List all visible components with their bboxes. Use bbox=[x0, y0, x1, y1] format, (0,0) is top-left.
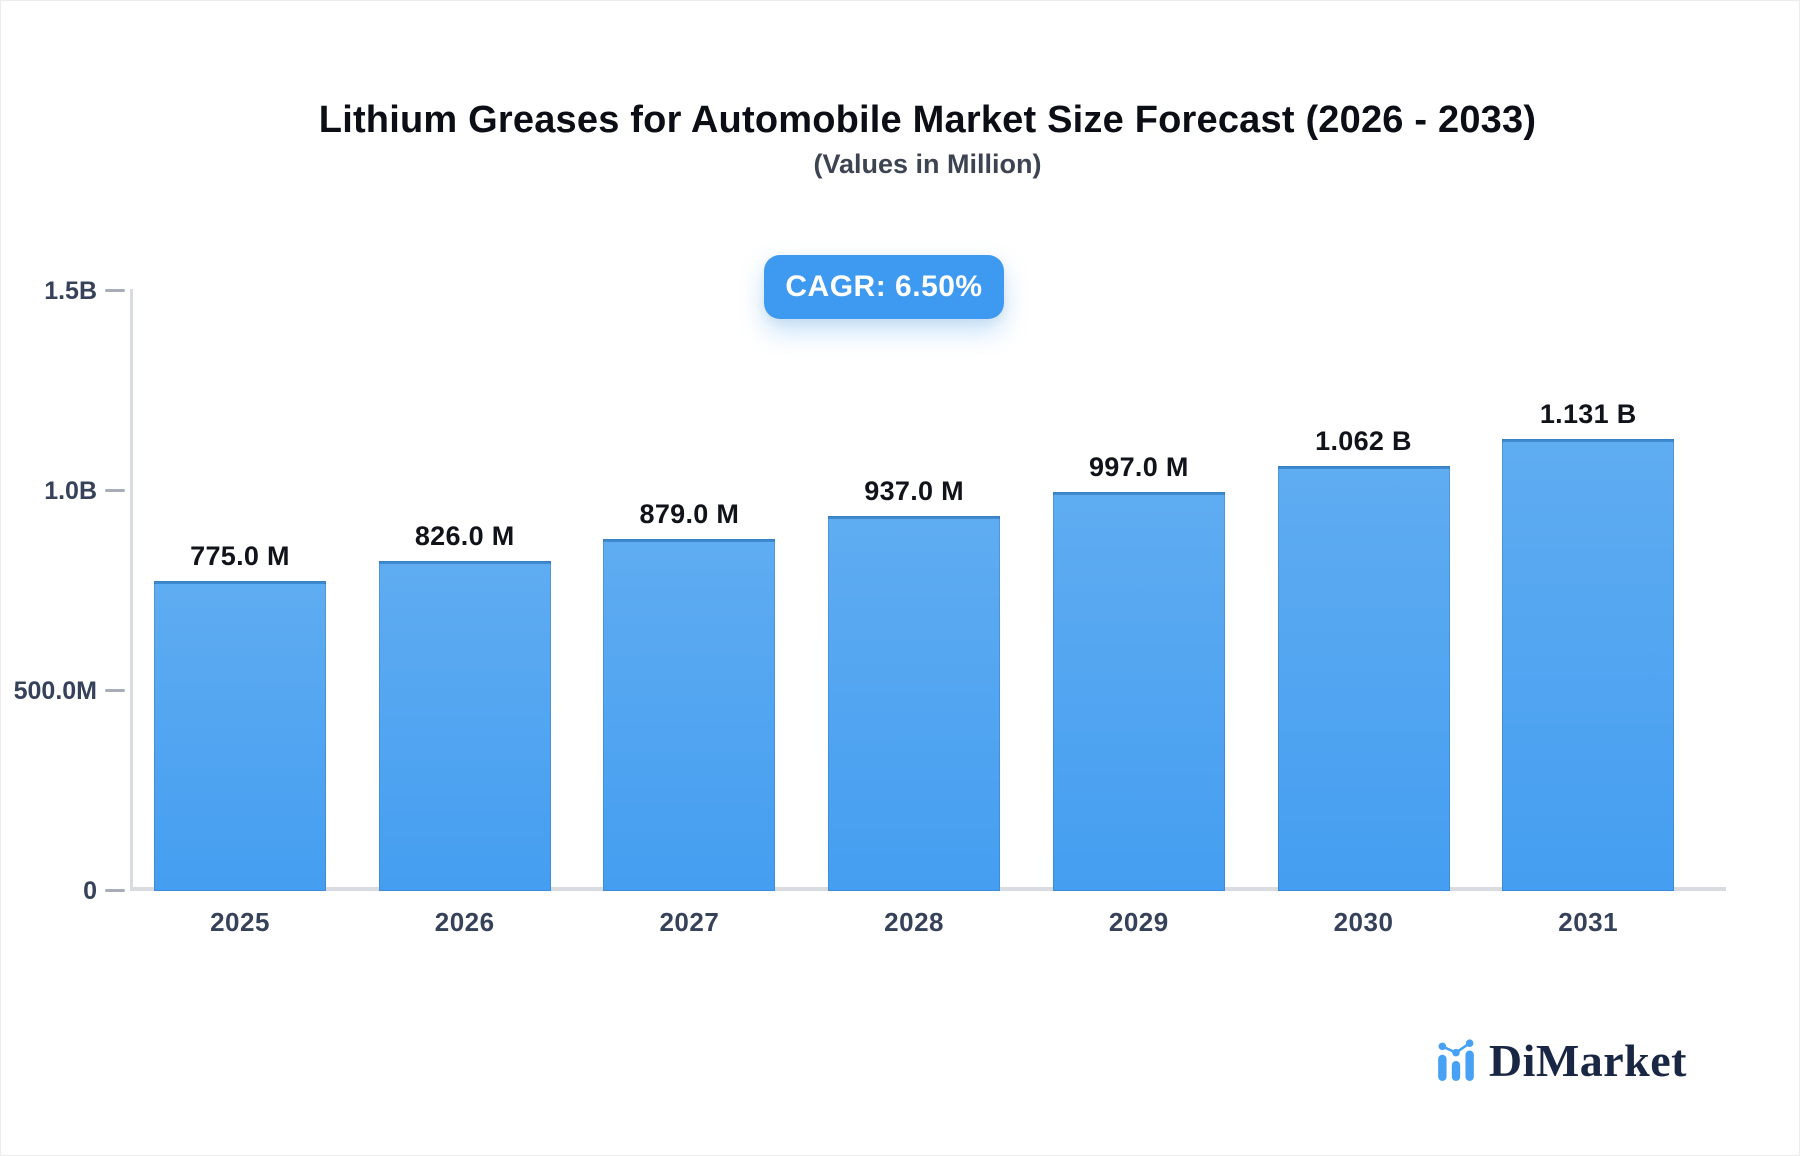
bar-2031[interactable] bbox=[1502, 438, 1675, 891]
bar-value-label: 997.0 M bbox=[1088, 452, 1189, 483]
cagr-badge-label: CAGR: 6.50% bbox=[785, 270, 983, 303]
bar-3d-side bbox=[775, 539, 795, 891]
x-axis-label-2031: 2031 bbox=[1558, 907, 1619, 937]
x-axis-label-2027: 2027 bbox=[659, 907, 720, 937]
y-axis-tick-mark bbox=[105, 289, 125, 292]
bar-3d-side bbox=[551, 561, 571, 891]
bar-3d-side bbox=[1258, 466, 1278, 891]
bar-value-label: 1.131 B bbox=[1539, 398, 1637, 429]
bar-3d-side bbox=[1033, 492, 1053, 891]
bar-value-label: 937.0 M bbox=[864, 476, 964, 507]
y-axis-tick-label: 500.0M bbox=[13, 677, 97, 705]
bar-value-label: 775.0 M bbox=[190, 541, 290, 571]
chart-title: Lithium Greases for Automobile Market Si… bbox=[318, 99, 1537, 141]
bar-2026[interactable] bbox=[378, 560, 551, 891]
chart-subtitle: (Values in Million) bbox=[813, 149, 1042, 179]
x-axis-label-2029: 2029 bbox=[1108, 907, 1169, 937]
x-axis-label-2026: 2026 bbox=[434, 907, 495, 937]
dimarket-logo-text: DiMarket bbox=[1488, 1035, 1687, 1086]
cagr-badge: CAGR: 6.50% bbox=[764, 255, 1004, 319]
bar-value-label: 879.0 M bbox=[639, 499, 740, 530]
x-axis-label-2028: 2028 bbox=[884, 907, 945, 937]
y-axis-tick-mark bbox=[105, 689, 125, 692]
bar-2029[interactable] bbox=[1052, 492, 1225, 891]
x-axis-label-2025: 2025 bbox=[210, 907, 270, 937]
y-axis-tick-label: 0 bbox=[83, 877, 97, 905]
bar-value-label: 1.062 B bbox=[1315, 426, 1412, 457]
y-axis-tick-label: 1.5B bbox=[44, 277, 97, 305]
bar-2025[interactable] bbox=[154, 581, 326, 891]
y-axis-tick-mark bbox=[105, 489, 125, 492]
y-axis-tick-label: 1.0B bbox=[44, 477, 97, 505]
bar-2027[interactable] bbox=[603, 539, 776, 891]
x-axis-label-2030: 2030 bbox=[1333, 907, 1394, 937]
y-axis-line bbox=[130, 289, 133, 891]
y-axis-tick-mark bbox=[105, 889, 125, 892]
mini-bar-chart-icon bbox=[1437, 1039, 1474, 1081]
bar-3d-side bbox=[1482, 439, 1502, 891]
bar-3d-side bbox=[326, 581, 346, 891]
bar-value-label: 826.0 M bbox=[414, 520, 515, 551]
bar-2028[interactable] bbox=[828, 516, 1001, 891]
dimarket-logo[interactable]: DiMarket bbox=[1436, 1035, 1687, 1086]
bar-2030[interactable] bbox=[1277, 466, 1450, 891]
